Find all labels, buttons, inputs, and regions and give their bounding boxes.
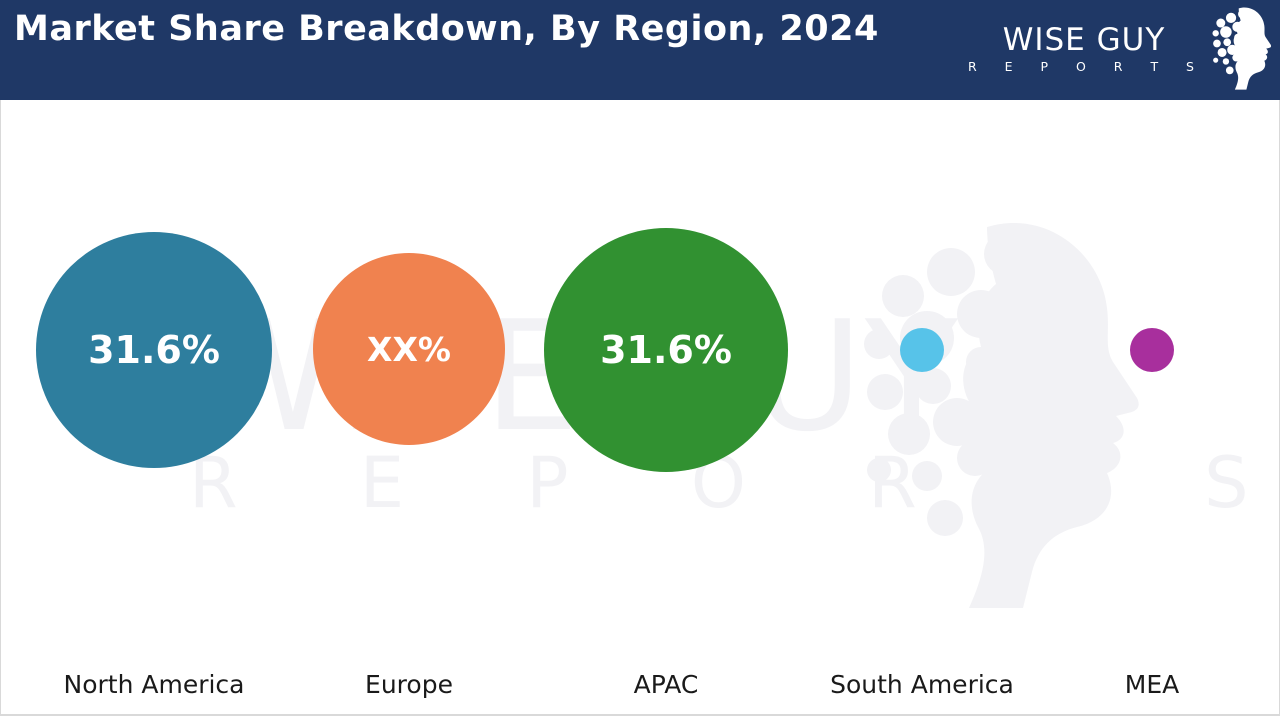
bubble-value-label: XX% (367, 329, 451, 369)
x-axis-label-europe: Europe (365, 670, 453, 699)
bubble-mea (1130, 328, 1174, 372)
watermark-brand-subtitle: R E P O R T S (189, 442, 1280, 524)
x-axis-label-south-america: South America (830, 670, 1014, 699)
brand-name: WISE GUY (1002, 22, 1166, 58)
bubble-europe: XX% (313, 253, 505, 445)
wise-guy-head-icon (1212, 7, 1272, 90)
watermark-head-icon (864, 222, 1139, 608)
bubble-south-america (900, 328, 944, 372)
bubble-north-america: 31.6% (36, 232, 272, 468)
bubble-apac: 31.6% (544, 228, 788, 472)
brand-subtitle: R E P O R T S (967, 59, 1206, 74)
bubble-value-label: 31.6% (600, 328, 732, 372)
x-axis-label-north-america: North America (63, 670, 245, 699)
brand-logo-text: WISE GUY R E P O R T S (962, 22, 1206, 74)
bubble-value-label: 31.6% (88, 328, 220, 372)
chart-area: WISE GUY R E P O R T S 31.6% XX% 31.6% N… (0, 100, 1280, 716)
brand-logo: WISE GUY R E P O R T S (962, 6, 1272, 90)
x-axis-label-mea: MEA (1124, 670, 1180, 699)
x-axis-label-apac: APAC (633, 670, 699, 699)
page-title: Market Share Breakdown, By Region, 2024 (14, 9, 879, 49)
header-bar: Market Share Breakdown, By Region, 2024 … (0, 0, 1280, 100)
